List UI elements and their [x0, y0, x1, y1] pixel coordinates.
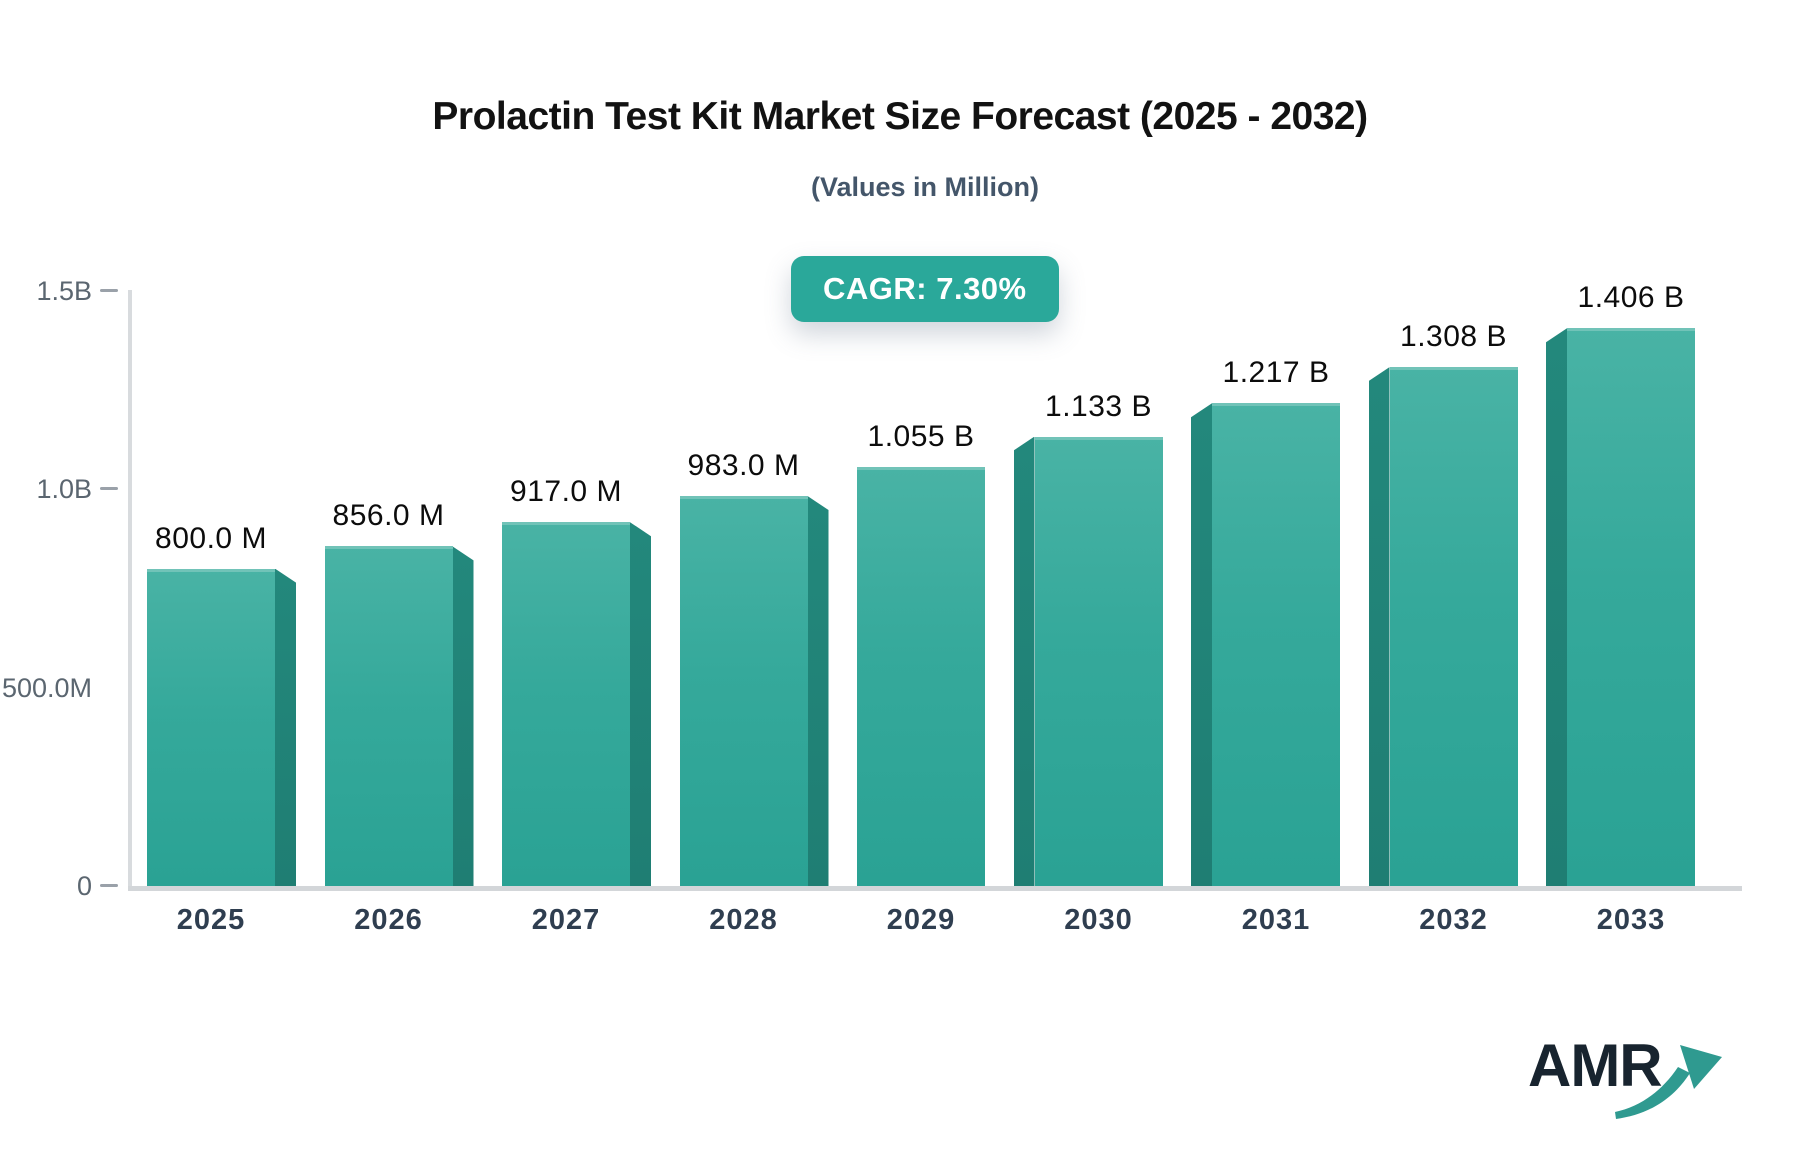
x-axis-label-2026: 2026	[354, 904, 423, 936]
x-axis-label-2030: 2030	[1064, 904, 1133, 936]
chart-subtitle: (Values in Million)	[810, 172, 1040, 202]
y-axis-line	[128, 290, 132, 888]
bar-side-face-2025	[275, 568, 296, 886]
x-axis-label-2029: 2029	[886, 904, 956, 936]
y-axis-tick	[100, 487, 118, 491]
bar-value-label-2031: 1.217 B	[1222, 356, 1330, 390]
y-axis-label: 1.5B	[36, 275, 92, 306]
bar-side-face-2031	[1191, 403, 1212, 886]
bar-value-label-2030: 1.133 B	[1045, 389, 1152, 423]
bar-2030	[1034, 436, 1163, 886]
bar-value-label-2033: 1.406 B	[1577, 281, 1685, 315]
x-axis-label-2032: 2032	[1419, 904, 1488, 936]
bar-value-label-2027: 917.0 M	[510, 475, 622, 509]
bar-2025	[147, 568, 275, 886]
bar-2029	[857, 467, 985, 886]
cagr-badge: CAGR: 7.30%	[791, 256, 1059, 322]
bar-2031	[1212, 403, 1340, 886]
bar-side-face-2027	[630, 522, 651, 886]
bar-2026	[324, 546, 453, 886]
bar-side-face-2033	[1546, 328, 1567, 886]
chart-title: Prolactin Test Kit Market Size Forecast …	[432, 95, 1368, 138]
x-axis-label-2027: 2027	[531, 904, 601, 936]
y-axis-tick	[100, 288, 118, 292]
amr-logo-text: AMR	[1528, 1032, 1663, 1099]
bar-2033	[1567, 328, 1695, 886]
bar-side-face-2026	[452, 546, 474, 886]
x-axis-label-2028: 2028	[709, 904, 778, 936]
x-axis-label-2033: 2033	[1596, 904, 1666, 936]
x-axis-line	[128, 886, 1742, 891]
bar-2028	[679, 496, 808, 886]
logo-growth-arrow-icon	[1615, 1045, 1722, 1119]
bar-value-label-2025: 800.0 M	[155, 521, 267, 555]
y-axis-tick	[100, 884, 118, 887]
bar-side-face-2030	[1013, 436, 1035, 886]
bar-value-label-2032: 1.308 B	[1400, 320, 1507, 354]
bar-side-face-2032	[1368, 367, 1390, 886]
y-axis-label: 500.0M	[1, 672, 92, 703]
y-axis-label: 1.0B	[36, 474, 92, 505]
bar-side-face-2028	[807, 496, 829, 886]
x-axis-label-2025: 2025	[176, 904, 246, 936]
bar-value-label-2029: 1.055 B	[867, 420, 975, 454]
bar-2027	[502, 522, 630, 886]
amr-logo: AMR	[1528, 1035, 1738, 1125]
y-axis-label: 0	[76, 871, 92, 901]
x-axis-label-2031: 2031	[1241, 904, 1311, 936]
bar-value-label-2026: 856.0 M	[332, 499, 445, 533]
bar-2032	[1389, 367, 1518, 886]
bar-value-label-2028: 983.0 M	[687, 449, 800, 483]
